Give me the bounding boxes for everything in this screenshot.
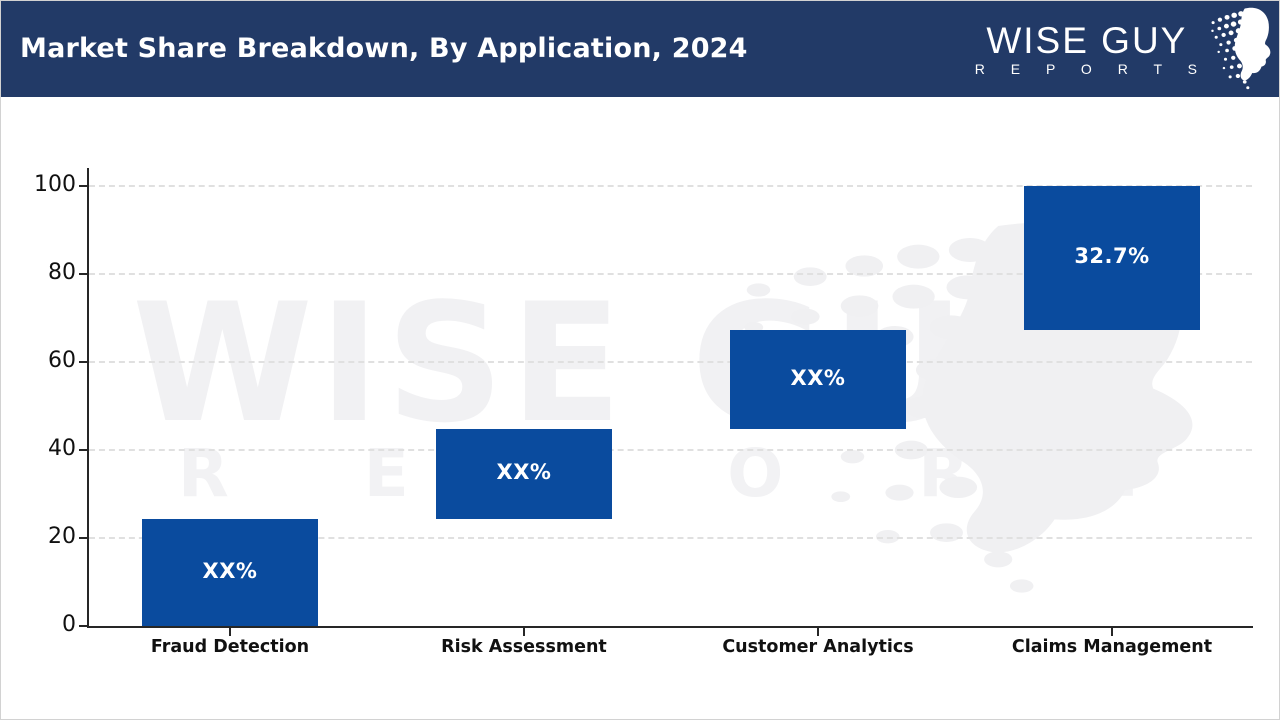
x-tick-2 [523, 628, 525, 636]
x-tick-4 [1111, 628, 1113, 636]
wiseguy-logo-text: WISE GUY R E P O R T S [966, 22, 1208, 76]
bar-value-label-4: 32.7% [1074, 243, 1150, 268]
bar-value-label-2: XX% [496, 460, 552, 485]
gridline-60 [89, 361, 1252, 363]
gridline-20 [89, 537, 1252, 539]
y-tick-80 [79, 273, 88, 275]
x-category-label-2: Risk Assessment [441, 637, 607, 657]
logo-name: WISE GUY [986, 19, 1188, 61]
bar-segment-2 [436, 429, 612, 520]
y-tick-label-20: 20 [48, 524, 76, 549]
y-tick-40 [79, 449, 88, 451]
waterfall-chart: 0 20 40 60 80 100 XX% Fraud Detection XX% Risk As… [0, 97, 1280, 720]
y-tick-0 [79, 625, 88, 627]
y-tick-60 [79, 361, 88, 363]
gridline-80 [89, 273, 1252, 275]
page-title: Market Share Breakdown, By Application, … [20, 33, 748, 64]
x-axis-line [87, 626, 1253, 628]
bar-value-label-1: XX% [202, 558, 258, 583]
y-tick-label-40: 40 [48, 436, 76, 461]
x-category-label-3: Customer Analytics [722, 637, 914, 657]
y-tick-label-100: 100 [34, 172, 76, 197]
wiseguy-logo: WISE GUY R E P O R T S [966, 0, 1272, 97]
x-category-label-1: Fraud Detection [150, 637, 310, 657]
y-tick-label-60: 60 [48, 348, 76, 373]
y-tick-label-80: 80 [48, 260, 76, 285]
gridline-100 [89, 185, 1252, 187]
y-axis-line [87, 168, 89, 626]
bar-value-label-3: XX% [790, 365, 846, 390]
logo-tagline: R E P O R T S [974, 60, 1208, 77]
x-tick-1 [229, 628, 231, 636]
bar-segment-1 [142, 519, 318, 626]
y-tick-label-0: 0 [62, 612, 76, 637]
gridline-40 [89, 449, 1252, 451]
x-tick-3 [817, 628, 819, 636]
logo-face-icon [1211, 7, 1271, 89]
y-tick-100 [79, 185, 88, 187]
x-category-label-4: Claims Management [1011, 637, 1213, 657]
y-tick-20 [79, 537, 88, 539]
header-bar: Market Share Breakdown, By Application, … [0, 0, 1280, 97]
